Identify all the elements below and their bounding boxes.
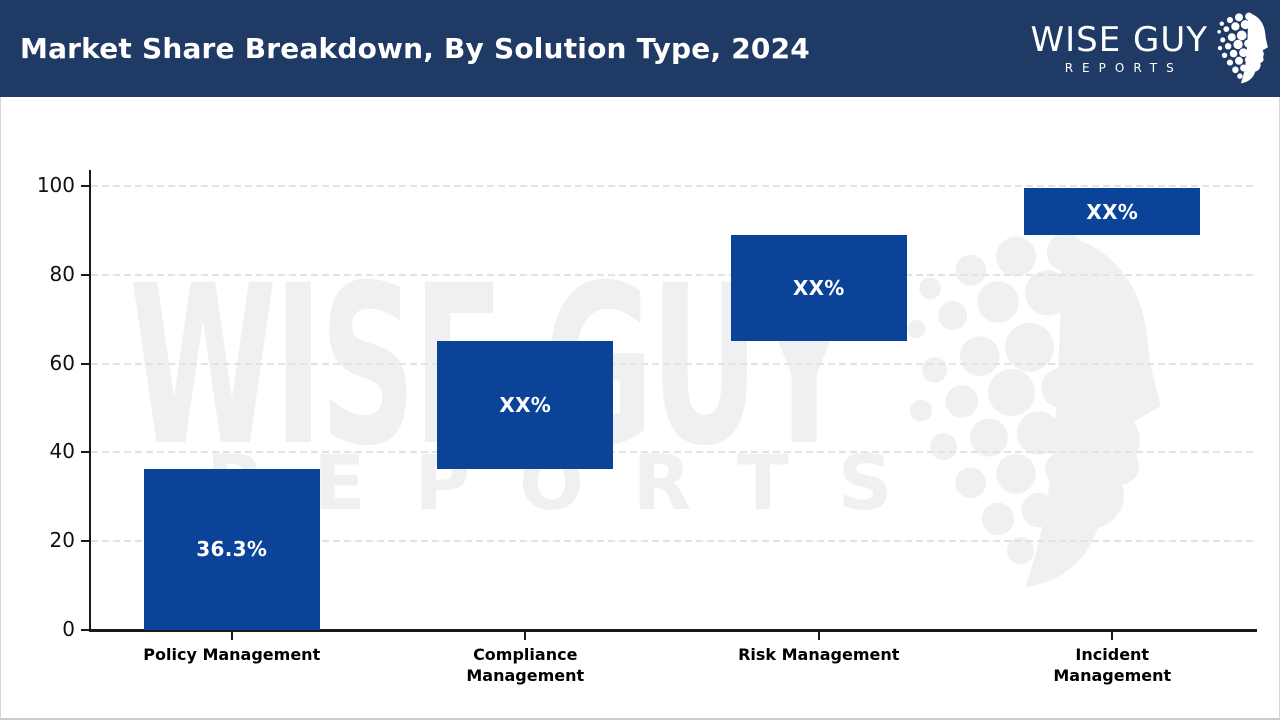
bar: XX%	[1024, 188, 1201, 235]
x-tick-mark	[524, 632, 527, 640]
x-category-label: Risk Management	[738, 645, 900, 664]
y-tick-mark	[81, 273, 89, 276]
y-tick-label: 0	[62, 617, 75, 641]
y-axis-spine	[89, 170, 91, 632]
bar-value-label: XX%	[499, 393, 552, 418]
x-tick-mark	[1111, 632, 1114, 640]
logo-text: WISE GUY REPORTS	[1030, 20, 1208, 75]
bar: XX%	[730, 234, 907, 342]
x-category-label: Incident Management	[1053, 645, 1172, 685]
y-tick-label: 80	[49, 261, 75, 286]
chart-area: WISE GUY REPORTS 0 20 40 60 80 100 36.3% Policy…	[0, 97, 1280, 720]
logo-name: WISE GUY	[1030, 20, 1208, 61]
y-tick-label: 60	[49, 350, 75, 375]
logo-head-icon	[1217, 12, 1268, 84]
watermark-head-icon	[907, 233, 1161, 587]
bar: 36.3%	[143, 468, 320, 630]
y-tick-mark	[81, 362, 89, 365]
y-tick-label: 40	[49, 439, 75, 464]
bar: XX%	[437, 341, 614, 469]
x-tick-mark	[817, 632, 820, 640]
y-tick-mark	[81, 451, 89, 454]
gridline	[91, 362, 1255, 365]
bar-value-label: XX%	[792, 276, 845, 301]
y-tick-mark	[81, 185, 89, 187]
x-tick-mark	[230, 632, 233, 640]
x-category-label: Policy Management	[143, 645, 321, 664]
logo: WISE GUY REPORTS	[1030, 4, 1268, 94]
bar-value-label: 36.3%	[196, 537, 268, 562]
gridline	[91, 451, 1255, 454]
gridline	[91, 185, 1255, 187]
logo-tagline: REPORTS	[1064, 60, 1183, 75]
gridline	[91, 273, 1255, 276]
gridline	[91, 540, 1255, 543]
x-axis-spine	[89, 629, 1257, 632]
bar-value-label: XX%	[1086, 199, 1139, 224]
y-tick-label: 20	[49, 528, 75, 553]
x-category-label: Compliance Management	[466, 645, 585, 685]
page-title: Market Share Breakdown, By Solution Type…	[20, 32, 810, 65]
y-tick-mark	[81, 629, 89, 631]
header: Market Share Breakdown, By Solution Type…	[0, 0, 1280, 97]
y-tick-label: 100	[36, 173, 75, 197]
y-tick-mark	[81, 540, 89, 543]
